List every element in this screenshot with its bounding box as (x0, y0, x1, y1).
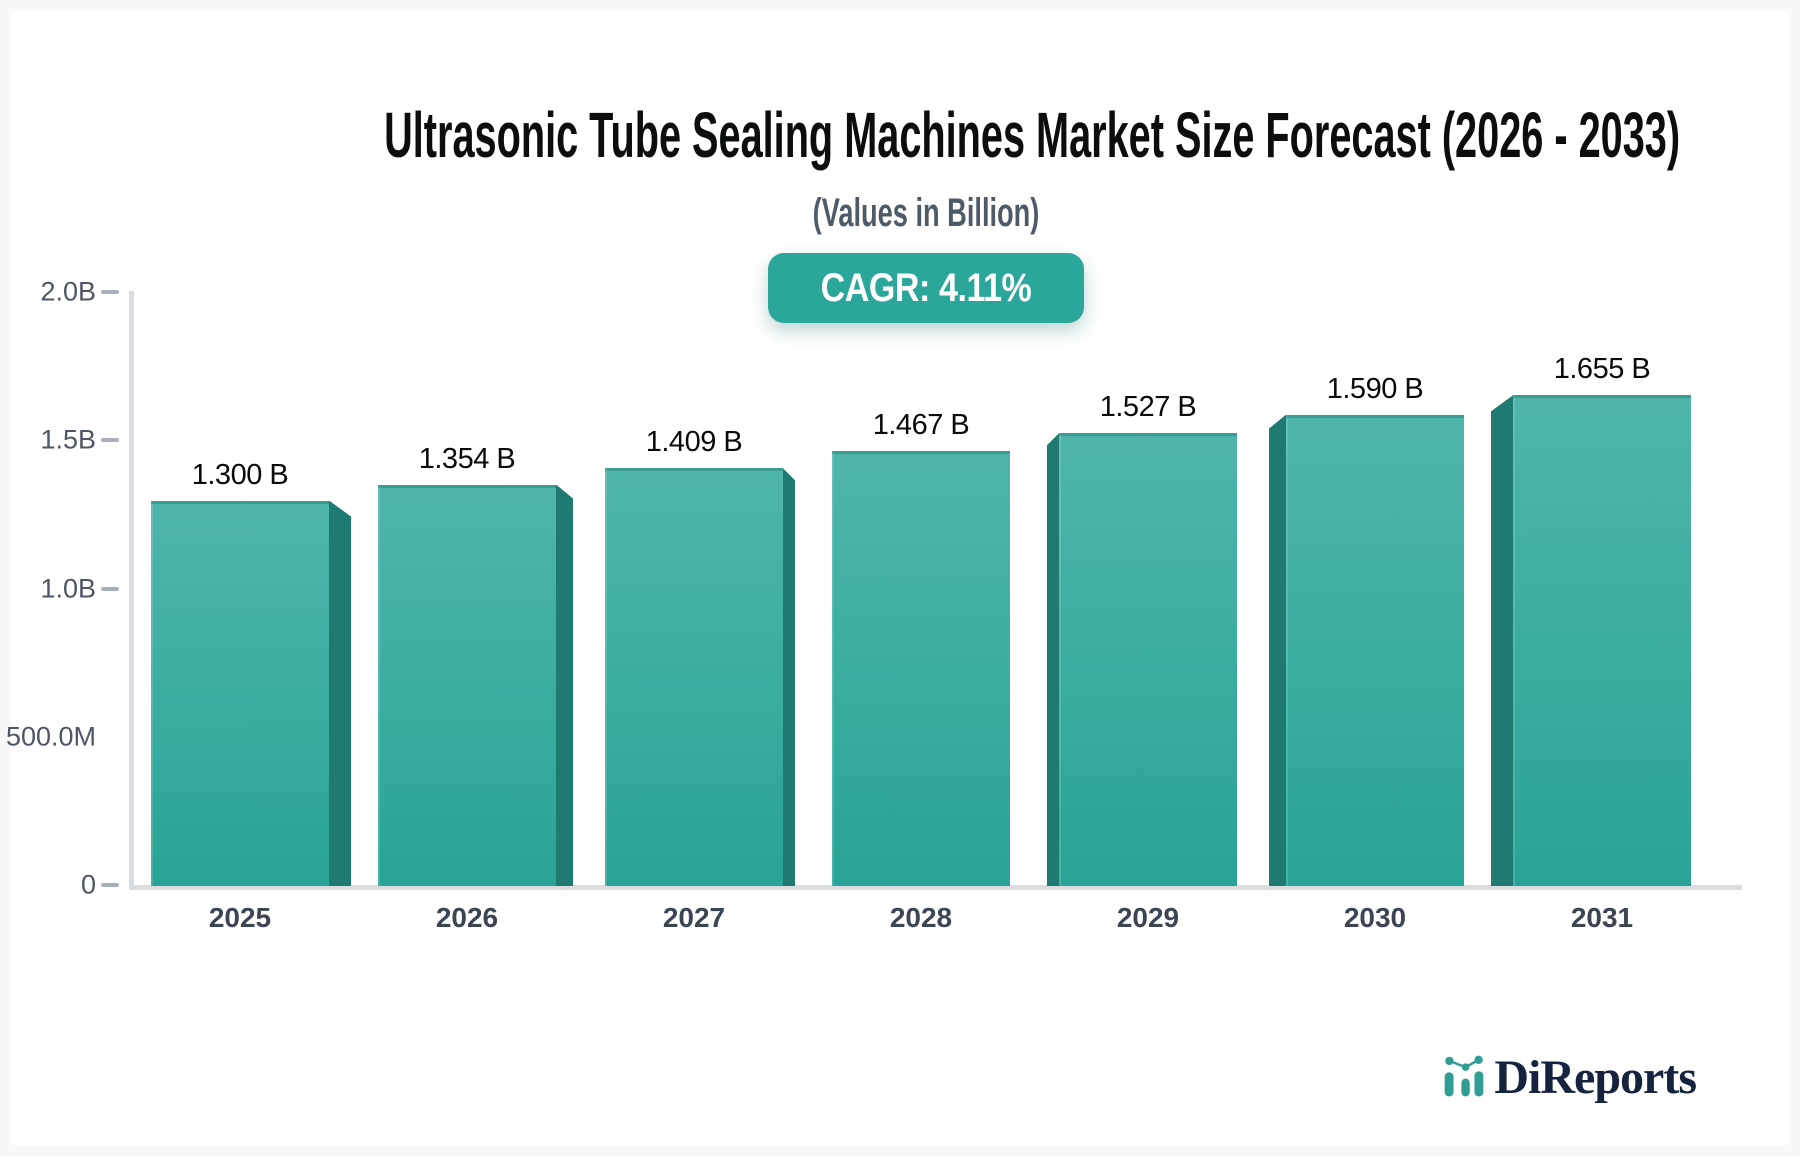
y-axis-tick (101, 586, 119, 591)
x-axis-label: 2025 (208, 902, 272, 933)
bar-value-label: 1.527 B (1099, 391, 1197, 424)
x-axis-label: 2027 (662, 902, 726, 933)
bar-value-label: 1.655 B (1553, 353, 1651, 386)
chart-title: Ultrasonic Tube Sealing Machines Market … (384, 99, 1681, 171)
bar-2030 (1286, 414, 1464, 886)
x-axis-line (129, 885, 1742, 890)
chart-subtitle: (Values in Billion) (812, 191, 1040, 235)
y-axis-label: 2.0B (40, 276, 96, 307)
x-axis-label: 2028 (889, 902, 953, 933)
y-axis-tick (101, 883, 119, 887)
y-axis-label: 0 (80, 869, 96, 900)
x-axis-label: 2026 (435, 902, 499, 933)
y-axis-label: 500.0M (5, 721, 96, 752)
bar-2027 (605, 468, 783, 886)
bar-2031 (1513, 395, 1691, 886)
bar-2029 (1059, 433, 1237, 886)
bar-2029-side-face (1047, 433, 1059, 886)
bar-2026 (378, 484, 556, 886)
bar-value-label: 1.300 B (191, 458, 289, 491)
cagr-badge: CAGR: 4.11% (768, 253, 1084, 323)
bar-value-label: 1.590 B (1326, 372, 1424, 405)
bar-2026-side-face (556, 484, 573, 886)
bar-value-label: 1.409 B (645, 426, 743, 459)
logo-text: DiReports (1494, 1051, 1697, 1104)
bar-chart-logo-icon (1445, 1055, 1484, 1097)
bar-2025-side-face (329, 500, 351, 886)
cagr-badge-label: CAGR: 4.11% (820, 265, 1032, 310)
y-axis-line (129, 291, 134, 890)
bar-2025 (151, 500, 329, 886)
y-axis-tick (101, 438, 119, 443)
bar-value-label: 1.354 B (418, 442, 516, 475)
x-axis-label: 2029 (1116, 902, 1180, 933)
bar-value-label: 1.467 B (872, 409, 970, 442)
y-axis-label: 1.5B (40, 424, 96, 455)
bar-2030-side-face (1269, 414, 1286, 886)
y-axis-label: 1.0B (40, 573, 96, 603)
x-axis-label: 2030 (1343, 902, 1407, 933)
y-axis-tick (101, 290, 119, 294)
bar-2031-side-face (1491, 395, 1513, 886)
bar-2027-side-face (783, 468, 795, 886)
direports-logo: DiReports (1443, 1051, 1697, 1104)
bar-2028 (832, 451, 1010, 886)
x-axis-label: 2031 (1570, 902, 1634, 933)
